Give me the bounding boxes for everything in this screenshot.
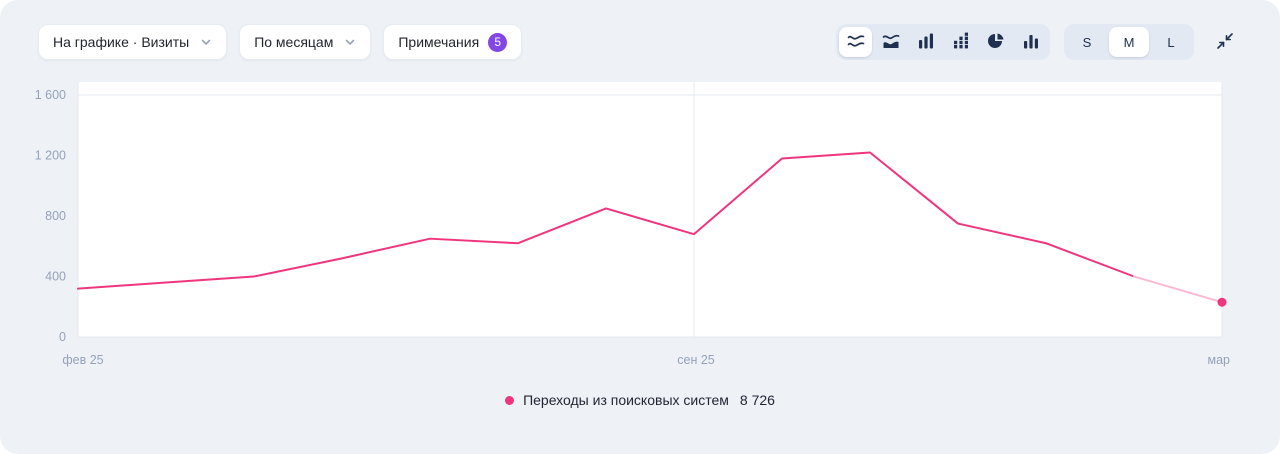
metric-dropdown-label: На графике · Визиты	[53, 34, 190, 50]
notes-count-badge: 5	[488, 32, 508, 52]
stacked-column-chart-icon	[952, 32, 970, 53]
stacked-area-chart-icon	[882, 32, 900, 53]
line-chart-icon	[847, 32, 865, 53]
chart-header: На графике · Визиты По месяцам Примечани…	[0, 0, 1280, 60]
legend-series-label: Переходы из поисковых систем	[523, 392, 729, 408]
series-line[interactable]	[77, 151, 1135, 290]
y-axis-tick-label: 1 600	[35, 88, 66, 102]
notes-button-label: Примечания	[398, 34, 480, 50]
grouping-dropdown-label: По месяцам	[254, 34, 334, 50]
chart-type-bars-button[interactable]	[909, 27, 942, 57]
metric-dropdown[interactable]: На графике · Визиты	[38, 24, 228, 60]
series-line-incomplete[interactable]	[1133, 275, 1223, 304]
y-axis-tick-label: 0	[59, 330, 66, 344]
size-option-m[interactable]: M	[1109, 27, 1149, 57]
histogram-chart-icon	[1022, 32, 1040, 53]
chevron-down-icon	[200, 36, 212, 48]
y-axis-tick-label: 1 200	[35, 149, 66, 163]
x-axis-tick-label: сен 25	[677, 353, 715, 367]
legend-series-dot	[505, 395, 515, 405]
legend-item[interactable]: Переходы из поисковых систем 8 726	[505, 392, 775, 408]
chart-type-stacked-columns-button[interactable]	[944, 27, 977, 57]
chart-legend: Переходы из поисковых систем 8 726	[0, 392, 1280, 408]
chart-type-group	[836, 24, 1050, 60]
bar-chart-icon	[917, 32, 935, 53]
pie-chart-icon	[987, 32, 1005, 53]
size-option-s[interactable]: S	[1067, 27, 1107, 57]
y-axis-tick-label: 400	[45, 270, 66, 284]
series-endpoint-dot[interactable]	[1217, 297, 1227, 307]
chart-type-line-button[interactable]	[839, 27, 872, 57]
chart-type-stacked-area-button[interactable]	[874, 27, 907, 57]
chart-type-pie-button[interactable]	[979, 27, 1012, 57]
plot-background	[78, 82, 1222, 337]
x-axis-tick-label: фев 25	[62, 353, 103, 367]
collapse-button[interactable]	[1208, 26, 1242, 58]
chart-type-histogram-button[interactable]	[1014, 27, 1047, 57]
visits-line-chart: 0 400 800 1 200 1 600 фев 25 сен 25 мар	[35, 82, 1231, 367]
grouping-dropdown[interactable]: По месяцам	[239, 24, 372, 60]
x-axis-tick-label: мар	[1208, 353, 1231, 367]
notes-button[interactable]: Примечания 5	[383, 24, 523, 60]
chart-controls: На графике · Визиты По месяцам Примечани…	[38, 24, 523, 60]
chart-area: 0 400 800 1 200 1 600 фев 25 сен 25 мар	[0, 70, 1280, 370]
y-axis-tick-label: 800	[45, 209, 66, 223]
size-option-l[interactable]: L	[1151, 27, 1191, 57]
chevron-down-icon	[344, 36, 356, 48]
collapse-icon	[1216, 32, 1234, 53]
legend-series-value: 8 726	[739, 392, 775, 408]
